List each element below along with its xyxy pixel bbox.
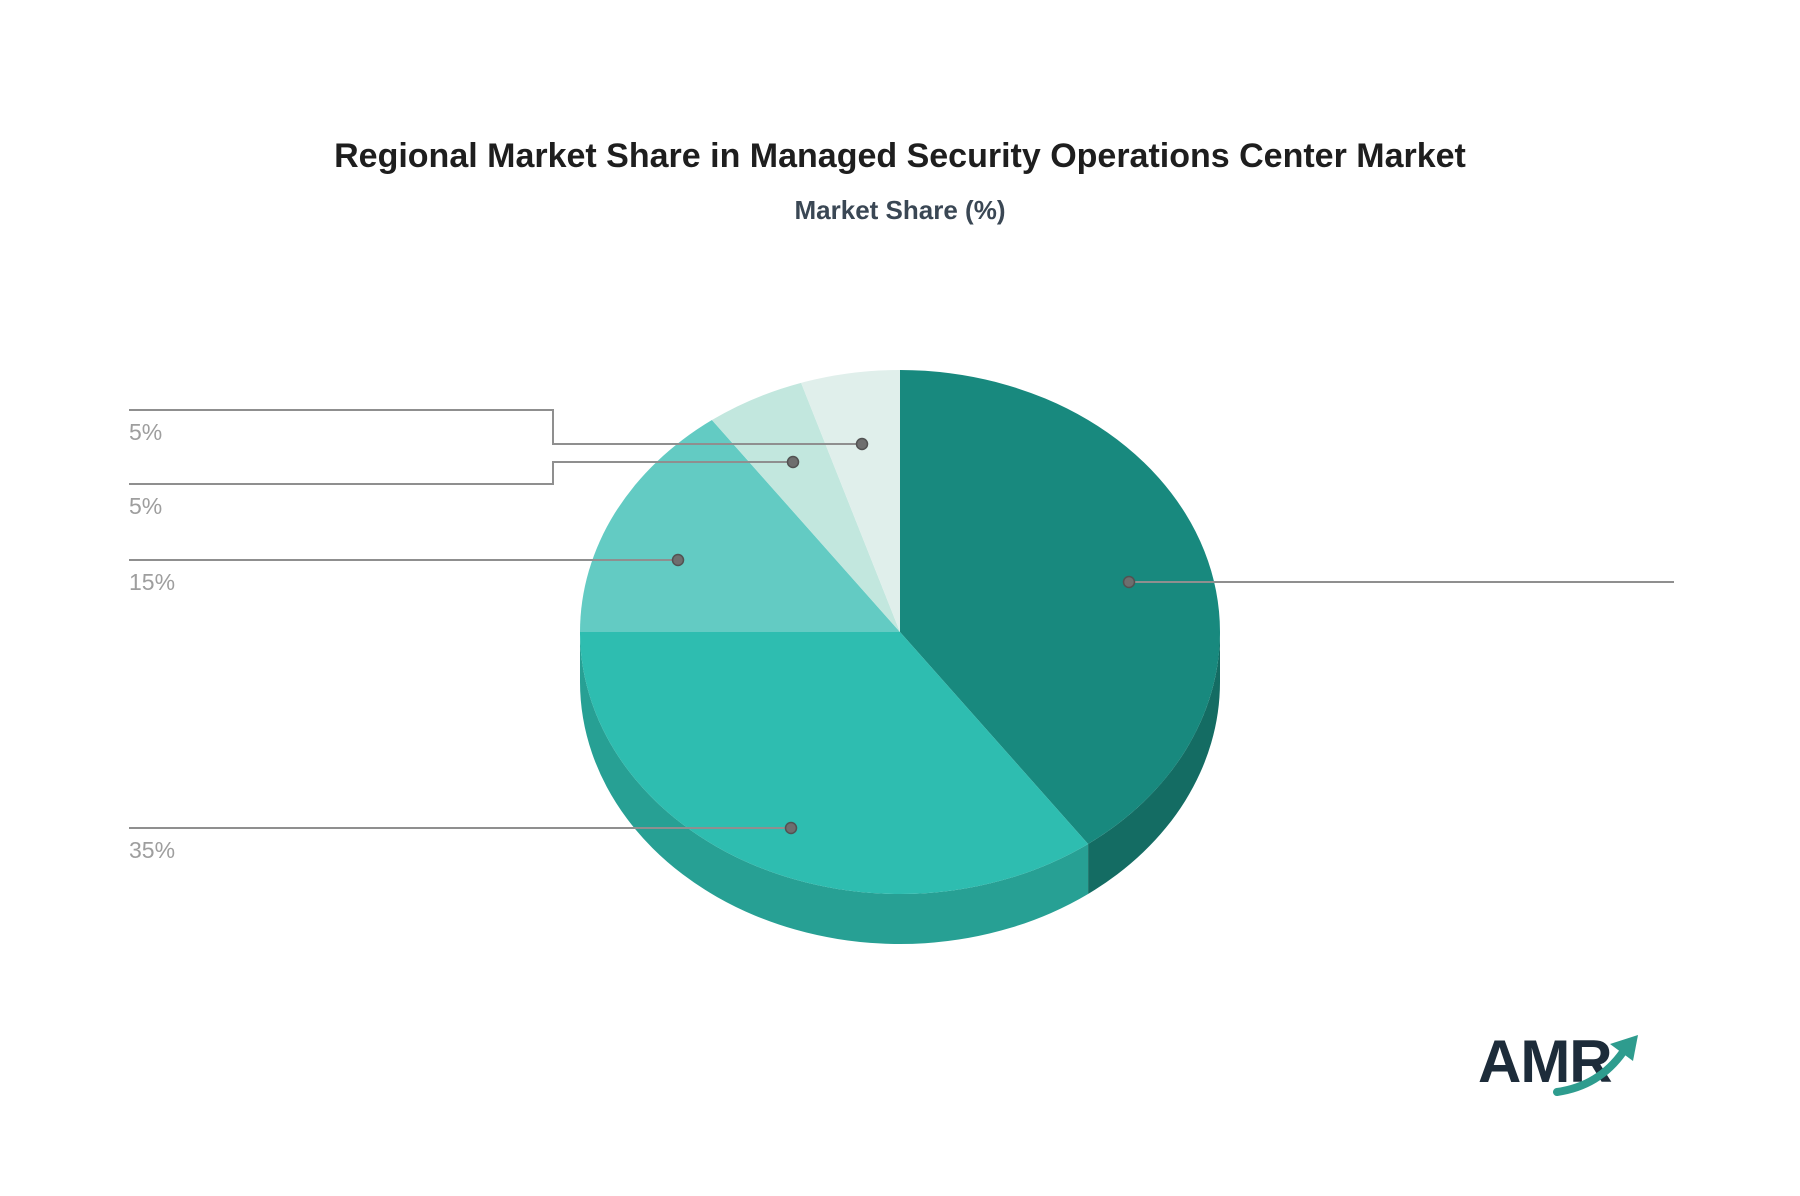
leader-dot-europe (784, 821, 798, 835)
pie-depth-north-america (1088, 632, 1220, 894)
leader-dot-asia-pacific (671, 553, 685, 567)
slice-percent: 15% (129, 569, 176, 595)
amr-logo: AMR (1478, 1026, 1688, 1116)
slice-percent: 5% (129, 419, 163, 445)
slice-percent: 5% (129, 493, 163, 519)
pie-slice-north-america (900, 370, 1221, 844)
pie-depth-europe (580, 632, 1089, 945)
chart-title: Regional Market Share in Managed Securit… (334, 137, 1466, 175)
leader-dot-north-america (1122, 575, 1136, 589)
chart-subtitle: Market Share (%) (794, 195, 1006, 225)
pie-slice-south-america (801, 370, 900, 632)
leader-line-south-america (129, 409, 862, 445)
pie-slice-asia-pacific (580, 420, 900, 632)
leader-dot-middle-east-africa (786, 455, 800, 469)
pie-slice-middle-east-africa (711, 382, 900, 632)
leader-dot-south-america (855, 437, 869, 451)
slice-percent: 35% (129, 837, 176, 863)
leader-line-middle-east-africa (129, 461, 793, 485)
growth-arrow-icon (1553, 1035, 1638, 1096)
